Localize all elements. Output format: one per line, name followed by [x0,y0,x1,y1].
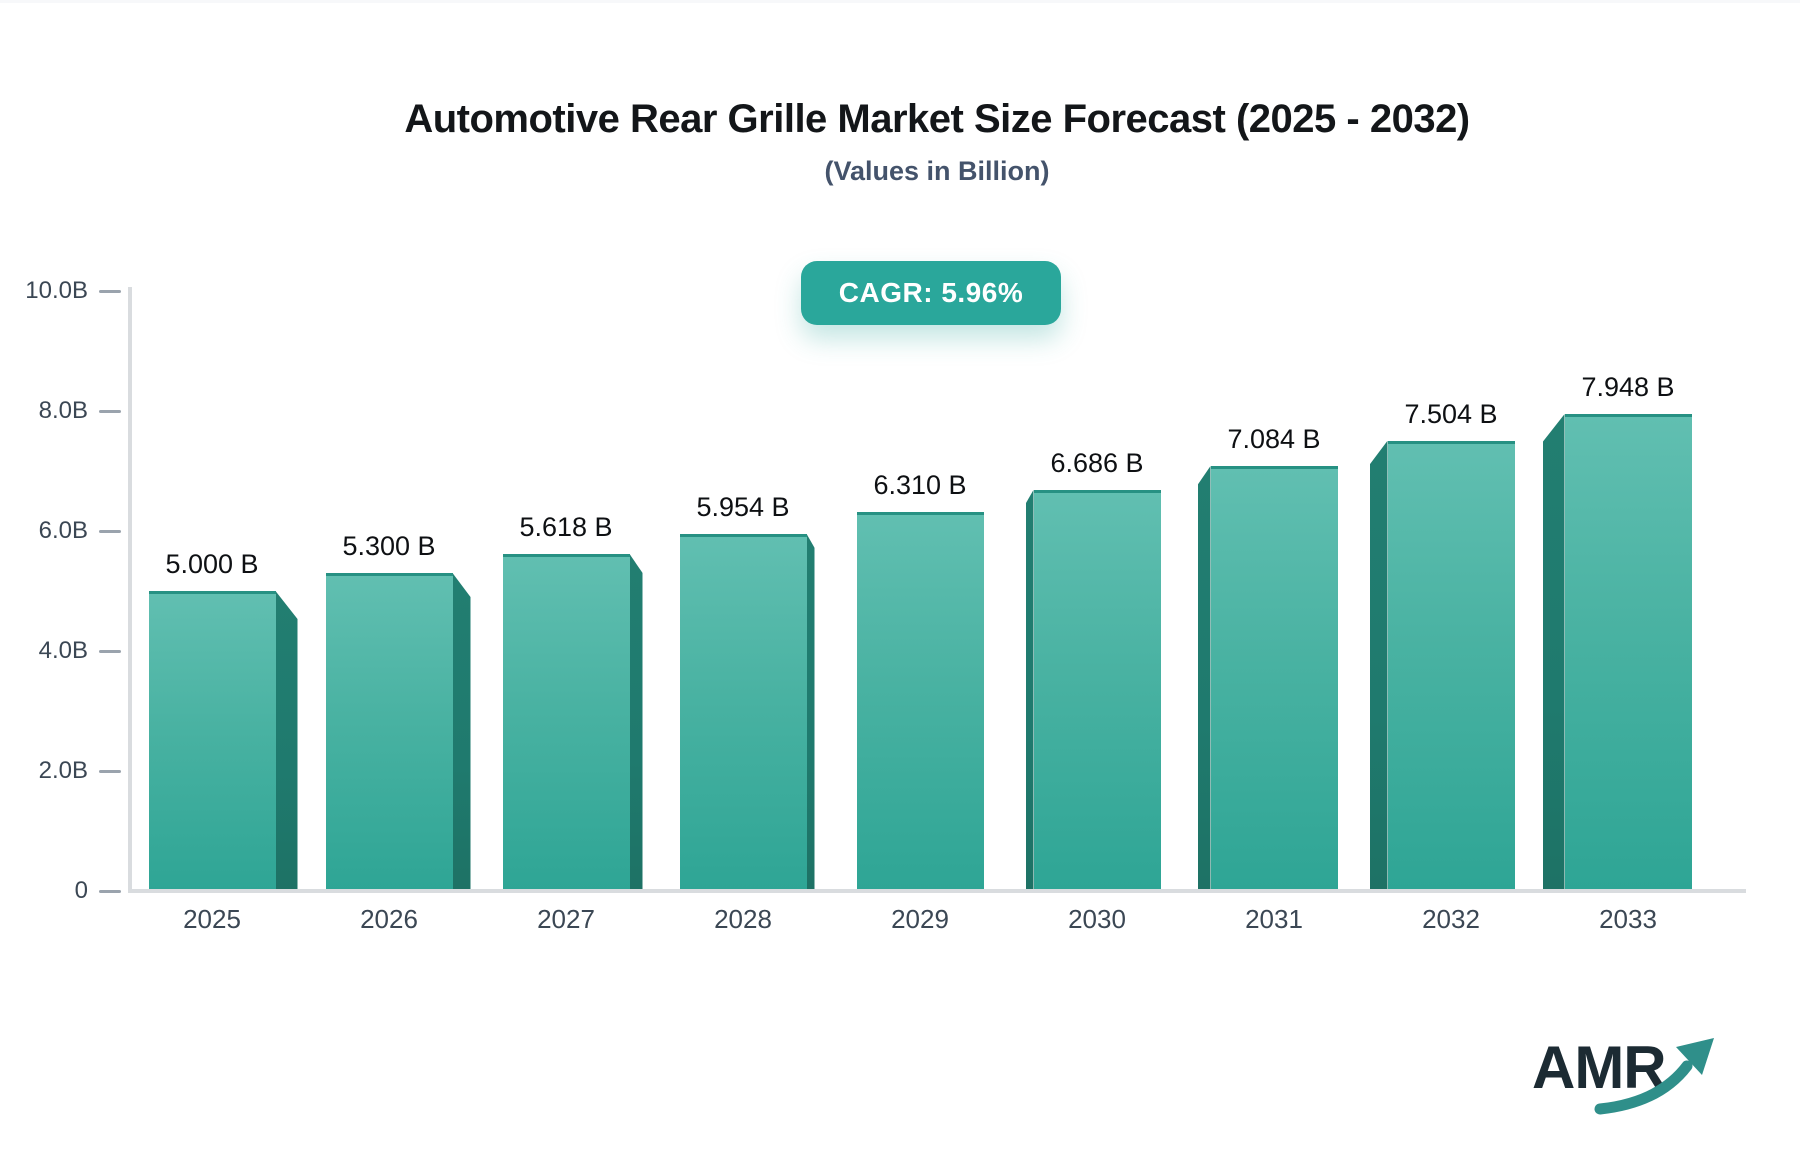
x-axis-baseline [128,889,1746,893]
x-axis-label-2028: 2028 [714,904,772,934]
y-tick-label-2.0B: 2.0B [38,757,88,784]
bar-value-label-2029: 6.310 B [873,470,967,501]
y-tick-mark-10.0B [99,289,121,293]
bar-2031 [1197,465,1338,891]
y-tick-mark-8.0B [99,409,121,413]
bar-front-face [1564,414,1692,891]
bar-value-label-2030: 6.686 B [1050,447,1144,478]
bar-2029 [856,512,984,891]
y-tick-label-0: 0 [74,877,88,904]
bar-2027 [502,553,643,891]
bar-2026 [325,573,471,891]
bar-front-face [502,553,630,891]
bar-side-face [1025,489,1034,891]
bar-2032 [1369,440,1515,891]
bar-front-face [325,573,453,891]
bar-side-face [806,533,815,891]
x-axis-label-2033: 2033 [1599,904,1657,934]
x-axis-label-2025: 2025 [183,904,241,934]
bar-value-label-2028: 5.954 B [696,491,790,522]
bar-2028 [679,533,815,891]
bar-2025 [148,591,298,891]
bar-front-face [856,512,984,891]
chart-subtitle: (Values in Billion) [824,156,1050,186]
x-axis-label-2027: 2027 [537,904,595,934]
x-axis-label-2029: 2029 [891,904,949,934]
x-axis-label-2026: 2026 [360,904,418,934]
bar-value-label-2033: 7.948 B [1581,372,1675,403]
bar-front-face [1033,489,1161,891]
chart-title: Automotive Rear Grille Market Size Forec… [404,97,1470,141]
y-tick-label-8.0B: 8.0B [38,397,88,424]
x-axis-label-2031: 2031 [1245,904,1303,934]
bar-side-face [452,573,471,891]
amr-logo-text: AMR [1532,1034,1667,1101]
x-axis-label-2032: 2032 [1422,904,1480,934]
bar-value-label-2032: 7.504 B [1404,398,1498,429]
chart-header: Automotive Rear Grille Market Size Forec… [0,3,1800,187]
bar-value-label-2027: 5.618 B [519,511,613,542]
trend-up-arrow-icon [1594,1038,1714,1115]
bar-side-face [275,591,298,891]
bar-front-face [1210,465,1338,891]
y-tick-label-10.0B: 10.0B [25,277,88,304]
bar-front-face [1387,440,1515,891]
bar-2030 [1025,489,1161,891]
y-tick-label-6.0B: 6.0B [38,517,88,544]
bar-side-face [629,553,643,891]
y-tick-mark-6.0B [99,529,121,533]
y-tick-label-4.0B: 4.0B [38,637,88,664]
y-tick-mark-2.0B [99,769,121,773]
amr-logo: AMR [1532,1033,1752,1133]
cagr-badge: CAGR: 5.96% [801,261,1061,325]
y-tick-mark-0 [99,889,121,893]
bar-side-face [1542,414,1565,891]
cagr-badge-label: CAGR: 5.96% [838,277,1024,308]
bar-value-label-2025: 5.000 B [165,549,259,579]
bar-2033 [1542,414,1692,891]
bar-side-face [1197,465,1211,891]
bar-front-face [148,591,276,891]
bar-side-face [1369,440,1388,891]
bar-front-face [679,533,807,891]
bar-value-label-2031: 7.084 B [1227,423,1321,454]
y-tick-mark-4.0B [99,649,121,653]
y-axis-line [128,287,132,893]
x-axis-label-2030: 2030 [1068,904,1126,934]
bar-value-label-2026: 5.300 B [342,531,436,561]
